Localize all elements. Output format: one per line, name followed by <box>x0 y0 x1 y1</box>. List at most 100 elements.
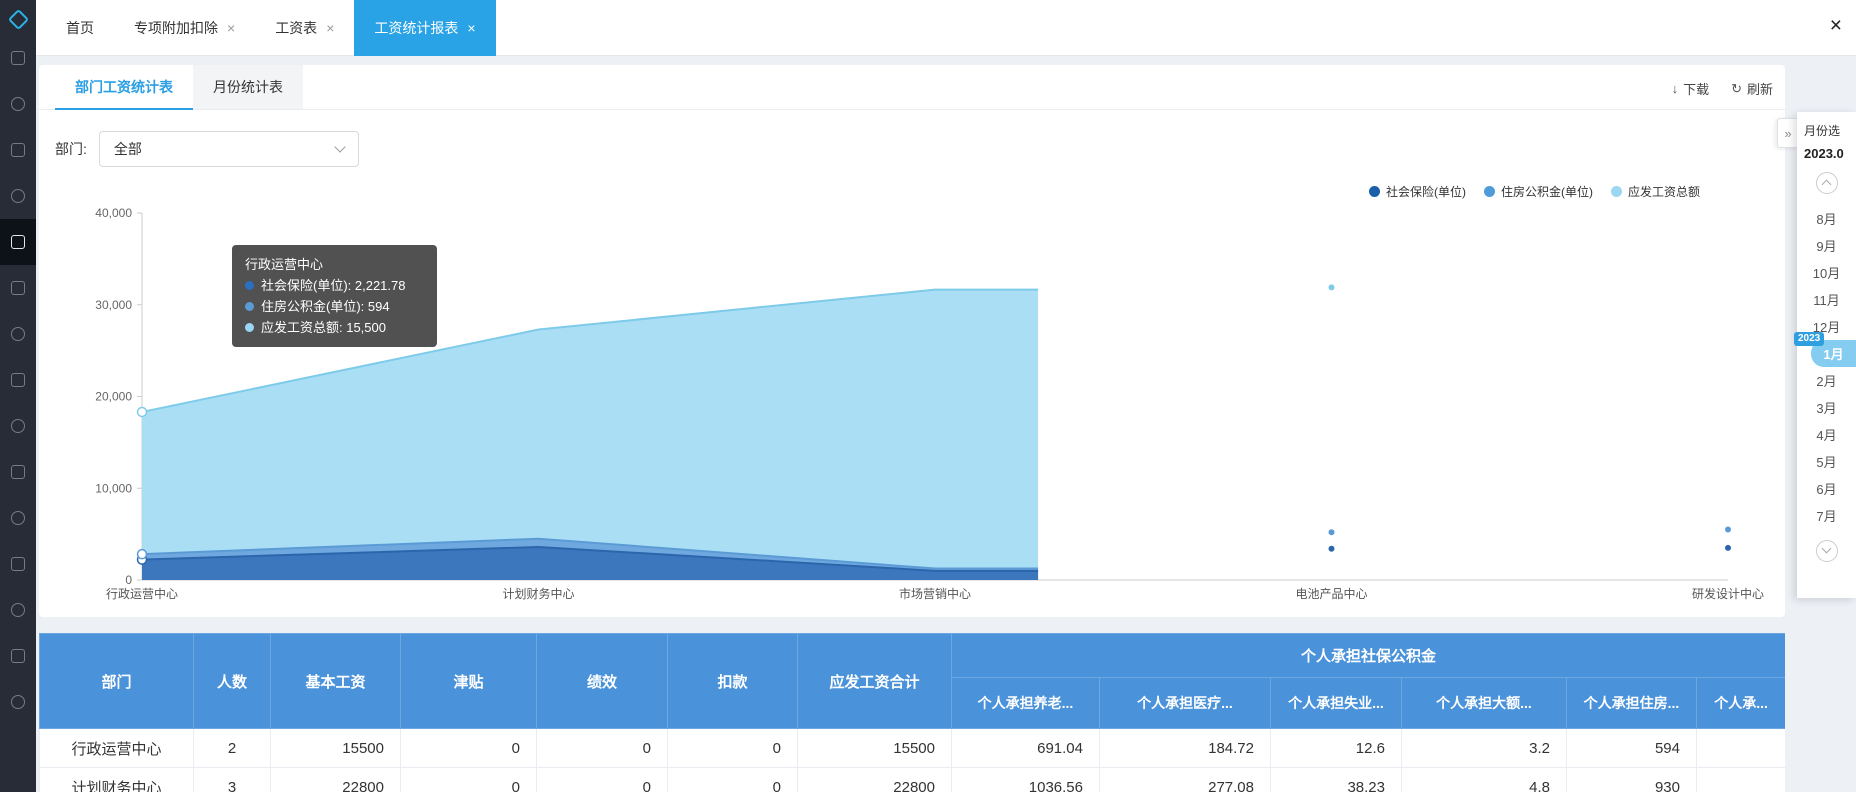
table-cell <box>1695 767 1785 792</box>
table-cell: 12.6 <box>1270 728 1402 768</box>
column-header: 基本工资 <box>270 633 401 729</box>
month-12月[interactable]: 12月 <box>1797 313 1856 340</box>
close-icon[interactable]: × <box>1829 14 1842 37</box>
tab-label: 首页 <box>66 20 94 36</box>
archive-icon[interactable] <box>0 541 36 587</box>
card-actions: ↓ 下载 ↻ 刷新 <box>1672 79 1773 98</box>
table-cell: 594 <box>1566 728 1697 768</box>
sub-column-header: 个人承担医疗... <box>1099 677 1271 729</box>
download-label: 下载 <box>1683 82 1710 97</box>
salary-table-wrap: 部门 人数 基本工资 津贴 绩效 扣款 应发工资合计 个人承担社保公积金 个人承担养老... 个人… <box>39 633 1785 792</box>
scroll-down-button[interactable] <box>1815 540 1838 562</box>
month-9月[interactable]: 9月 <box>1797 232 1856 259</box>
transfer-icon[interactable] <box>0 495 36 541</box>
chart-icon[interactable] <box>0 633 36 679</box>
salary-area-chart[interactable]: 0 10,000 20,000 30,000 40,000 行政运营中心 计划财务中心 市场营… <box>39 205 1785 617</box>
tab-0[interactable]: 首页 <box>46 0 114 56</box>
salary-report-icon[interactable] <box>0 219 36 265</box>
print-icon[interactable] <box>0 265 36 311</box>
month-label: 10月 <box>1812 266 1841 281</box>
legend-item-2[interactable]: 应发工资总额 <box>1610 183 1700 200</box>
department-select[interactable]: 全部 <box>98 131 359 167</box>
table-cell: 计划财务中心 <box>39 767 194 792</box>
edit-icon[interactable] <box>0 357 36 403</box>
download-icon: ↓ <box>1671 81 1679 96</box>
tab-close-icon[interactable]: × <box>467 20 476 36</box>
table-cell: 3.2 <box>1401 728 1567 768</box>
sidebar-icons <box>0 35 36 725</box>
group-column-header: 个人承担社保公积金 <box>950 633 1785 678</box>
top-tab-bar: 首页 专项附加扣除 × 工资表 × 工资统计报表 × × <box>36 0 1856 56</box>
tab-close-icon[interactable]: × <box>326 20 335 36</box>
x-category-label: 行政运营中心 <box>106 586 178 601</box>
area-0 <box>142 546 1039 580</box>
month-label: 12月 <box>1812 320 1841 335</box>
refresh-label: 刷新 <box>1746 82 1773 97</box>
flag-icon[interactable] <box>0 403 36 449</box>
table-cell: 277.08 <box>1099 767 1271 792</box>
sub-column-header: 个人承... <box>1695 677 1785 729</box>
year-badge: 2023 <box>1794 332 1825 346</box>
ledger-icon[interactable] <box>0 127 36 173</box>
month-11月[interactable]: 11月 <box>1797 286 1856 313</box>
data-point <box>1328 545 1335 552</box>
month-8月[interactable]: 8月 <box>1797 205 1856 232</box>
download-button[interactable]: ↓ 下载 <box>1672 79 1710 98</box>
cash-icon[interactable] <box>0 449 36 495</box>
month-10月[interactable]: 10月 <box>1797 259 1856 286</box>
subtab-0[interactable]: 部门工资统计表 <box>55 65 193 110</box>
subtab-1[interactable]: 月份统计表 <box>193 65 303 109</box>
department-select-value: 全部 <box>113 141 142 157</box>
column-header: 部门 <box>39 633 194 729</box>
month-label: 9月 <box>1816 239 1837 254</box>
tab-1[interactable]: 专项附加扣除 × <box>114 0 255 56</box>
tab-close-icon[interactable]: × <box>227 20 236 36</box>
refresh-button[interactable]: ↻ 刷新 <box>1731 79 1773 98</box>
table-cell: 0 <box>400 728 537 768</box>
month-5月[interactable]: 5月 <box>1797 448 1856 475</box>
table-cell: 15500 <box>797 728 952 768</box>
scroll-up-button[interactable] <box>1815 172 1838 194</box>
month-2月[interactable]: 2月 <box>1797 367 1856 394</box>
month-1月[interactable]: 1月 2023 <box>1794 332 1856 367</box>
month-label: 2月 <box>1816 374 1837 389</box>
home-icon[interactable] <box>0 35 36 81</box>
data-point <box>1725 526 1731 533</box>
month-7月[interactable]: 7月 <box>1797 502 1856 529</box>
table-cell: 15500 <box>270 728 401 768</box>
table-cell <box>1695 728 1785 768</box>
department-filter-label: 部门: <box>55 141 87 157</box>
month-panel-period: 2023.0 <box>1804 146 1844 161</box>
list-icon[interactable] <box>0 311 36 357</box>
tab-2[interactable]: 工资表 × <box>255 0 354 56</box>
column-header: 扣款 <box>667 633 798 729</box>
sub-column-header: 个人承担住房... <box>1566 677 1697 729</box>
month-label: 8月 <box>1816 212 1837 227</box>
more-icon[interactable] <box>0 679 36 725</box>
app-logo-icon <box>7 8 29 31</box>
month-4月[interactable]: 4月 <box>1797 421 1856 448</box>
table-cell: 184.72 <box>1099 728 1271 768</box>
month-6月[interactable]: 6月 <box>1797 475 1856 502</box>
tab-3[interactable]: 工资统计报表 × <box>354 0 496 56</box>
settings-icon[interactable] <box>0 587 36 633</box>
month-label: 5月 <box>1816 455 1837 470</box>
month-label: 4月 <box>1816 428 1837 443</box>
month-3月[interactable]: 3月 <box>1797 394 1856 421</box>
legend-item-1[interactable]: 住房公积金(单位) <box>1483 183 1593 200</box>
table-cell: 2 <box>193 728 271 768</box>
month-label: 6月 <box>1816 482 1837 497</box>
panel-collapse-button[interactable]: » <box>1777 118 1798 148</box>
table-cell: 930 <box>1566 767 1697 792</box>
table-cell: 4.8 <box>1401 767 1567 792</box>
report-icon[interactable] <box>0 173 36 219</box>
legend-item-0[interactable]: 社会保险(单位) <box>1368 183 1466 200</box>
table-cell: 1036.56 <box>951 767 1100 792</box>
invoice-icon[interactable] <box>0 81 36 127</box>
month-panel: 月份选 2023.0 8月 9月 10月 11月 12月 1月 2023 2月 3月 4月 5月 6月… <box>1794 112 1856 598</box>
double-chevron-icon: » <box>1784 125 1792 141</box>
month-panel-title: 月份选 <box>1804 124 1841 138</box>
refresh-icon: ↻ <box>1731 80 1742 96</box>
column-header: 绩效 <box>536 633 668 729</box>
